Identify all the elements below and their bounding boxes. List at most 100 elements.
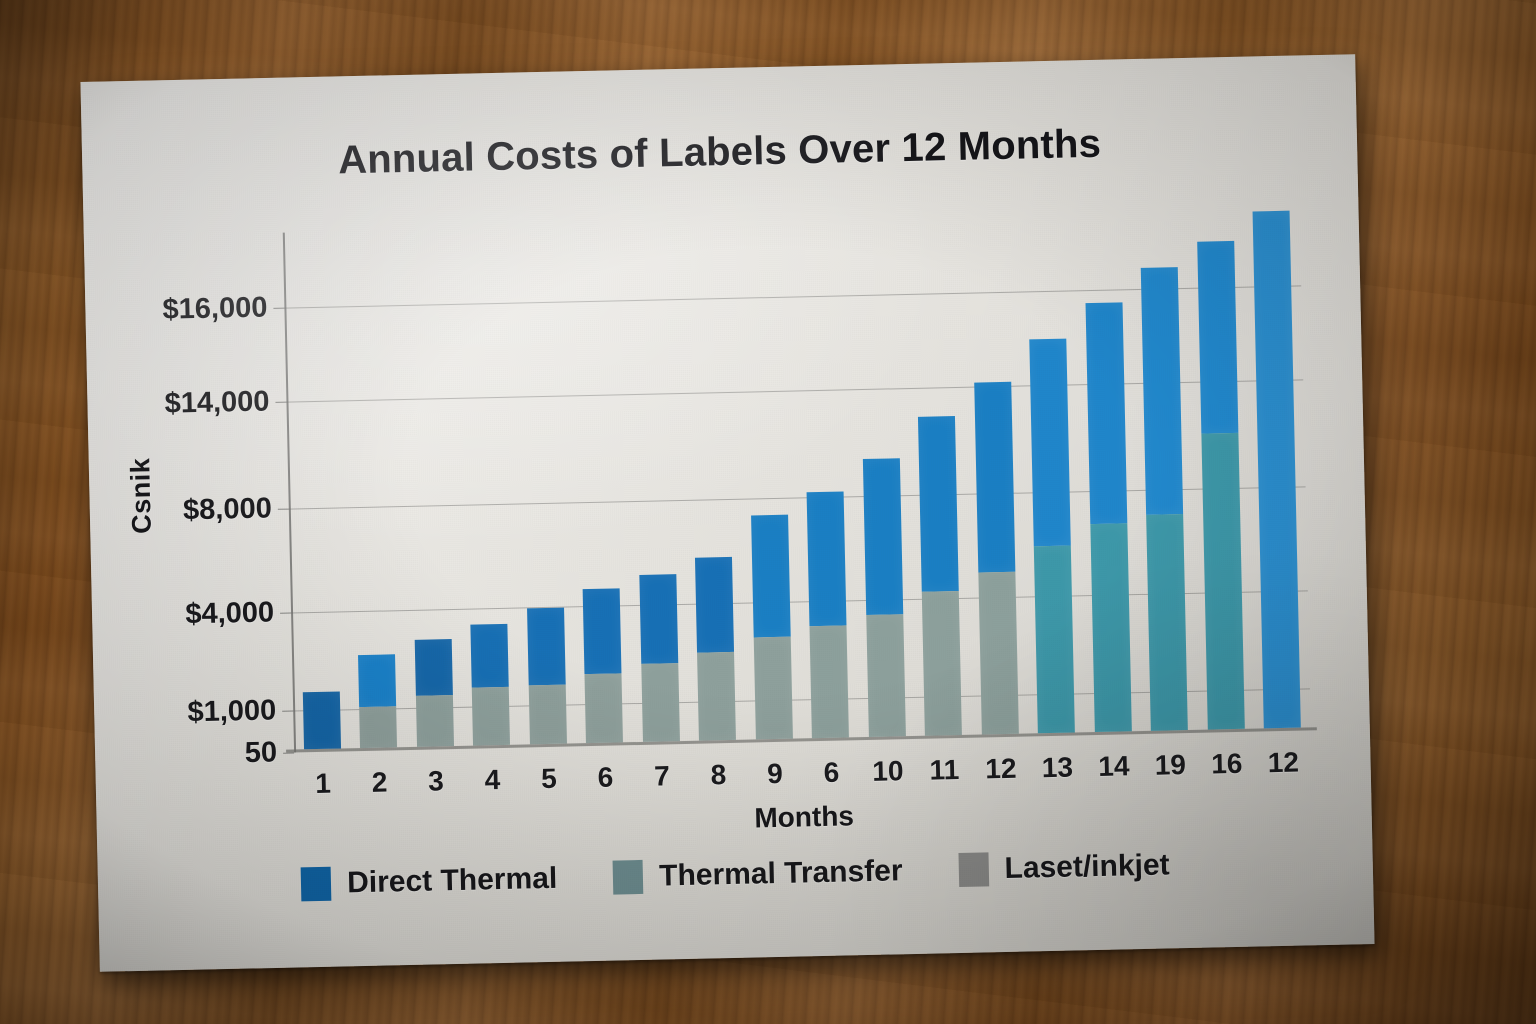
bar-segment[interactable] — [471, 686, 511, 746]
y-tick-mark — [280, 612, 292, 614]
bar[interactable] — [582, 588, 624, 744]
x-tick-label: 2 — [371, 766, 388, 798]
y-tick-label: 50 — [244, 736, 278, 770]
bar[interactable] — [806, 491, 850, 739]
printed-chart-sheet: Annual Costs of Labels Over 12 Months $1… — [80, 54, 1375, 972]
bar-segment[interactable] — [753, 636, 793, 740]
bar-segment[interactable] — [695, 556, 735, 653]
x-tick-label: 12 — [984, 752, 1017, 785]
x-tick-label: 4 — [484, 764, 501, 796]
y-tick-mark — [275, 401, 287, 403]
x-tick-label: 6 — [823, 756, 840, 788]
y-tick-mark — [283, 752, 295, 754]
x-tick-label: 8 — [710, 759, 727, 791]
bar-segment[interactable] — [1200, 432, 1245, 730]
legend-swatch-icon — [958, 852, 989, 888]
x-tick-label: 9 — [766, 757, 784, 790]
bar-segment[interactable] — [584, 673, 624, 744]
bar-segment[interactable] — [918, 416, 960, 592]
bar-segment[interactable] — [865, 614, 906, 737]
bar-segment[interactable] — [1196, 241, 1239, 434]
bar-segment[interactable] — [1029, 338, 1072, 547]
bar[interactable] — [862, 458, 906, 737]
y-axis-ticks: $16,000 $14,000 $8,000 $4,000 $1,000 50 — [162, 210, 1300, 769]
legend-swatch-icon — [300, 866, 332, 902]
y-tick-label: $16,000 — [162, 291, 268, 327]
bar[interactable] — [1196, 241, 1245, 730]
bar-segment[interactable] — [750, 514, 791, 638]
bar-segment[interactable] — [697, 652, 737, 741]
chart-title: Annual Costs of Labels Over 12 Months — [337, 121, 1102, 183]
bar-segment[interactable] — [528, 684, 567, 745]
bar[interactable] — [750, 514, 793, 740]
bar-segment[interactable] — [1033, 545, 1076, 734]
bar-segment[interactable] — [1140, 267, 1184, 516]
bar-segment[interactable] — [640, 662, 680, 742]
y-tick-label: $14,000 — [164, 385, 270, 420]
bar-segment[interactable] — [921, 590, 963, 736]
x-tick-label: 7 — [653, 760, 671, 792]
bar-segment[interactable] — [415, 695, 454, 747]
bar-group — [283, 210, 1302, 750]
legend-item[interactable]: Laset/inkjet — [958, 848, 1170, 888]
bar-segment[interactable] — [638, 574, 679, 664]
gridlines — [283, 210, 1310, 712]
legend-label: Direct Thermal — [346, 861, 558, 900]
bar-segment[interactable] — [1089, 523, 1132, 733]
x-tick-label: 14 — [1097, 750, 1130, 782]
bar[interactable] — [1029, 338, 1076, 734]
bar-segment[interactable] — [977, 571, 1019, 735]
bar-segment[interactable] — [1085, 301, 1128, 525]
x-tick-label: 5 — [540, 762, 558, 795]
x-tick-label: 6 — [597, 761, 614, 793]
x-tick-label: 12 — [1267, 746, 1300, 779]
bar-segment[interactable] — [973, 381, 1016, 573]
bar[interactable] — [973, 381, 1019, 735]
bar-segment[interactable] — [526, 607, 566, 686]
bar-segment[interactable] — [809, 625, 850, 739]
chart-legend: Direct Thermal Thermal Transfer Laset/inkj… — [98, 844, 1373, 906]
bar[interactable] — [1085, 301, 1132, 733]
bar[interactable] — [302, 691, 341, 750]
x-tick-label: 10 — [872, 755, 904, 787]
legend-item[interactable]: Direct Thermal — [300, 861, 558, 902]
y-axis-line — [282, 232, 296, 753]
bar-segment[interactable] — [862, 458, 904, 615]
bar-segment[interactable] — [302, 691, 341, 750]
x-axis-title: Months — [754, 800, 855, 834]
bar-segment[interactable] — [806, 491, 847, 626]
bar-segment[interactable] — [1146, 514, 1189, 731]
legend-label: Laset/inkjet — [1004, 848, 1170, 886]
legend-label: Thermal Transfer — [658, 854, 903, 893]
x-tick-label: 16 — [1210, 747, 1243, 780]
bar[interactable] — [918, 416, 963, 736]
bar-segment[interactable] — [470, 624, 510, 688]
bar[interactable] — [638, 574, 680, 742]
bar-segment[interactable] — [582, 588, 622, 675]
bar[interactable] — [526, 607, 567, 745]
bar[interactable] — [1140, 267, 1189, 731]
bar-segment[interactable] — [414, 639, 453, 696]
bar[interactable] — [695, 556, 737, 741]
x-tick-label: 1 — [314, 767, 332, 800]
x-axis-ticks: 1 2 3 4 5 6 7 8 9 6 10 11 12 13 14 19 16 12 — [283, 210, 1300, 799]
bar-segment[interactable] — [359, 706, 398, 749]
x-tick-label: 3 — [427, 765, 445, 797]
y-axis-title: Csnik — [125, 457, 157, 535]
bar-segment[interactable] — [1252, 210, 1302, 729]
y-tick-mark — [282, 710, 294, 713]
bar[interactable] — [358, 654, 398, 749]
x-tick-label: 19 — [1154, 749, 1187, 781]
y-tick-label: $1,000 — [187, 694, 277, 729]
bar[interactable] — [470, 624, 511, 746]
bar[interactable] — [1252, 210, 1302, 729]
y-tick-label: $4,000 — [185, 596, 275, 630]
y-tick-label: $8,000 — [182, 492, 273, 526]
bar-segment[interactable] — [358, 654, 397, 708]
y-tick-mark — [273, 308, 285, 310]
legend-swatch-icon — [612, 859, 644, 895]
bar[interactable] — [414, 639, 454, 747]
y-tick-mark — [277, 508, 289, 510]
legend-item[interactable]: Thermal Transfer — [612, 854, 903, 895]
